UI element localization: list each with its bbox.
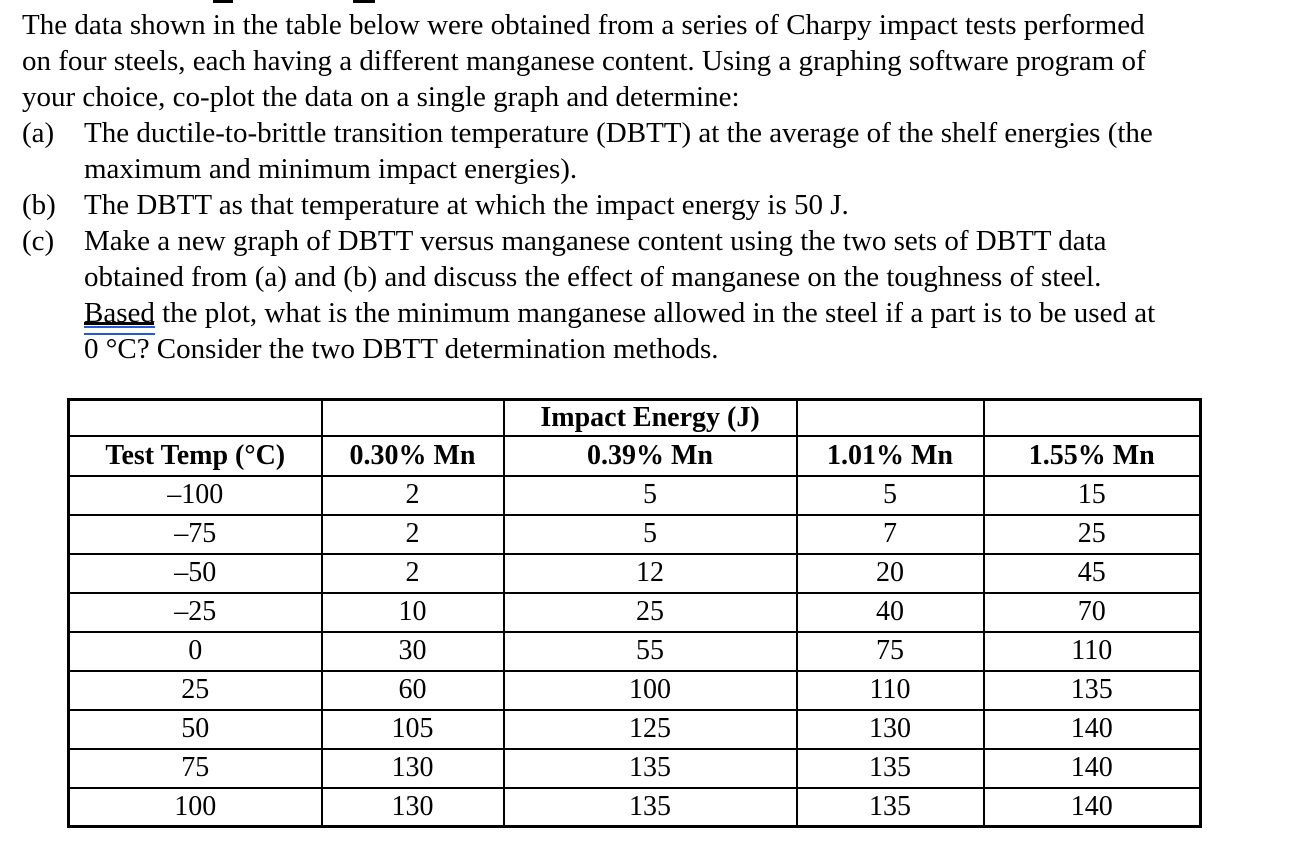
table-cell: 60 (320, 669, 505, 711)
table-row: –25 10 25 40 70 (67, 591, 1202, 633)
table-cell: 45 (982, 552, 1202, 594)
item-c-line: 0 °C? Consider the two DBTT determinatio… (0, 331, 1290, 367)
problem-statement: The data shown in the table below were o… (0, 7, 1290, 367)
column-header-cell: 1.01% Mn (795, 434, 985, 477)
table-cell: 130 (320, 786, 505, 828)
item-a-text: The ductile-to-brittle transition temper… (84, 117, 1153, 149)
item-c-line: obtained from (a) and (b) and discuss th… (0, 259, 1290, 295)
table-cell: 5 (502, 513, 798, 555)
table-cell: 140 (982, 786, 1202, 828)
table-cell: 15 (982, 474, 1202, 516)
table-row: 75 130 135 135 140 (67, 747, 1202, 789)
table-row: –50 2 12 20 45 (67, 552, 1202, 594)
table-cell: 135 (502, 747, 798, 789)
table-row: –75 2 5 7 25 (67, 513, 1202, 555)
table-cell: 100 (67, 786, 323, 828)
table-cell: –50 (67, 552, 323, 594)
column-header-cell: 0.30% Mn (320, 434, 505, 477)
empty-header-cell (320, 398, 505, 437)
table-cell: 135 (982, 669, 1202, 711)
item-a-text: maximum and minimum impact energies). (84, 153, 578, 185)
table-cell: –25 (67, 591, 323, 633)
charpy-impact-data-table: Impact Energy (J) Test Temp (°C) 0.30% Mn 0… (67, 398, 1202, 828)
table-cell: 130 (795, 708, 985, 750)
table-row-column-headers: Test Temp (°C) 0.30% Mn 0.39% Mn 1.01% Mn 1.… (67, 434, 1202, 477)
item-b-text: The DBTT as that temperature at which th… (84, 189, 849, 221)
table-cell: 135 (795, 747, 985, 789)
empty-header-cell (67, 398, 323, 437)
paragraph-line: your choice, co-plot the data on a singl… (22, 81, 740, 113)
impact-energy-header-cell: Impact Energy (J) (502, 398, 798, 437)
table-cell: 10 (320, 591, 505, 633)
table-cell: 75 (67, 747, 323, 789)
item-a-label: (a) (22, 117, 55, 149)
table-cell: 135 (502, 786, 798, 828)
table-cell: 50 (67, 708, 323, 750)
item-c-text: obtained from (a) and (b) and discuss th… (84, 261, 1102, 293)
table-row: 50 105 125 130 140 (67, 708, 1202, 750)
empty-header-cell (795, 398, 985, 437)
table-cell: 70 (982, 591, 1202, 633)
table-row: 25 60 100 110 135 (67, 669, 1202, 711)
item-c-text: Make a new graph of DBTT versus manganes… (84, 225, 1107, 257)
item-c-label: (c) (22, 225, 55, 257)
table-cell: 75 (795, 630, 985, 672)
table-cell: 30 (320, 630, 505, 672)
table-cell: 125 (502, 708, 798, 750)
item-b-line: (b) The DBTT as that temperature at which… (0, 187, 1290, 223)
grammar-flagged-word: Based (84, 297, 155, 335)
item-c-text: 0 °C? Consider the two DBTT determinatio… (84, 333, 719, 365)
table-cell: 2 (320, 474, 505, 516)
paragraph-line: on four steels, each having a different … (22, 45, 1146, 77)
table-cell: 25 (67, 669, 323, 711)
table-row: 0 30 55 75 110 (67, 630, 1202, 672)
table-cell: –75 (67, 513, 323, 555)
table-cell: 55 (502, 630, 798, 672)
table-cell: 2 (320, 513, 505, 555)
table-cell: 25 (502, 591, 798, 633)
table-cell: –100 (67, 474, 323, 516)
table-cell: 140 (982, 708, 1202, 750)
column-header-cell: 1.55% Mn (982, 434, 1202, 477)
table-cell: 100 (502, 669, 798, 711)
table-cell: 110 (795, 669, 985, 711)
cropped-line-remnant (353, 0, 375, 3)
item-c-line: Based the plot, what is the minimum mang… (0, 295, 1290, 335)
table-cell: 105 (320, 708, 505, 750)
item-c-line: (c) Make a new graph of DBTT versus manga… (0, 223, 1290, 259)
table-cell: 130 (320, 747, 505, 789)
table-cell: 25 (982, 513, 1202, 555)
table-cell: 5 (795, 474, 985, 516)
table-cell: 12 (502, 552, 798, 594)
table-cell: 0 (67, 630, 323, 672)
table-row: 100 130 135 135 140 (67, 786, 1202, 828)
table-cell: 20 (795, 552, 985, 594)
item-c-text: the plot, what is the minimum manganese … (154, 297, 1156, 329)
table-cell: 2 (320, 552, 505, 594)
table-cell: 5 (502, 474, 798, 516)
item-a-line: (a) The ductile-to-brittle transition tem… (0, 115, 1290, 151)
table-row-impact-energy-header: Impact Energy (J) (67, 398, 1202, 437)
item-b-label: (b) (22, 189, 56, 221)
item-a-line: maximum and minimum impact energies). (0, 151, 1290, 187)
table-cell: 140 (982, 747, 1202, 789)
empty-header-cell (982, 398, 1202, 437)
table-cell: 40 (795, 591, 985, 633)
cropped-line-remnant (213, 0, 233, 3)
table-cell: 7 (795, 513, 985, 555)
paragraph-line: The data shown in the table below were o… (22, 9, 1145, 41)
table-row: –100 2 5 5 15 (67, 474, 1202, 516)
column-header-cell: Test Temp (°C) (67, 434, 323, 477)
column-header-cell: 0.39% Mn (502, 434, 798, 477)
table-cell: 135 (795, 786, 985, 828)
table-cell: 110 (982, 630, 1202, 672)
